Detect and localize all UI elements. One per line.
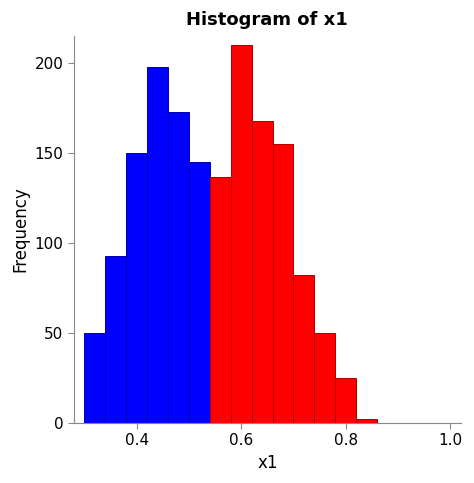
Bar	[356, 419, 377, 423]
Bar	[273, 411, 293, 423]
Bar	[147, 67, 168, 423]
Bar	[314, 333, 335, 423]
Y-axis label: Frequency: Frequency	[11, 187, 29, 272]
Bar	[210, 176, 231, 423]
Bar	[252, 121, 273, 423]
Bar	[189, 162, 210, 423]
Title: Histogram of x1: Histogram of x1	[186, 11, 348, 29]
Bar	[231, 351, 252, 423]
Bar	[231, 45, 252, 423]
Bar	[293, 275, 314, 423]
Bar	[168, 112, 189, 423]
Bar	[210, 256, 231, 423]
Bar	[335, 378, 356, 423]
Bar	[84, 333, 105, 423]
X-axis label: x1: x1	[257, 454, 278, 472]
Bar	[273, 144, 293, 423]
Bar	[126, 153, 147, 423]
Bar	[105, 256, 126, 423]
Bar	[252, 378, 273, 423]
